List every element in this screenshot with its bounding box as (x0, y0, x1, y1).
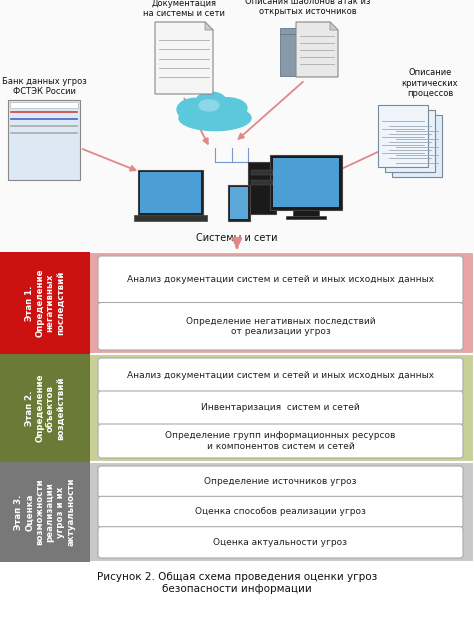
Bar (385, 110, 435, 172)
Bar (273, 158, 339, 207)
Bar (228, 185, 250, 221)
Bar (270, 155, 342, 210)
Text: Анализ документации систем и сетей и иных исходных данных: Анализ документации систем и сетей и ины… (127, 275, 434, 284)
Bar (8, 100, 80, 180)
Text: Инвентаризация  систем и сетей: Инвентаризация систем и сетей (201, 403, 360, 413)
FancyBboxPatch shape (98, 358, 463, 392)
Text: Этап 1.
Определение
негативных
последствий: Этап 1. Определение негативных последств… (25, 269, 65, 337)
Bar (0, 354, 474, 462)
Bar (0, 252, 474, 354)
Text: Определение источников угроз: Определение источников угроз (204, 477, 357, 486)
FancyBboxPatch shape (98, 302, 463, 350)
FancyBboxPatch shape (98, 496, 463, 527)
Bar (0, 354, 90, 462)
Polygon shape (296, 22, 338, 77)
Ellipse shape (196, 92, 226, 110)
Text: Описания шаблонов атак из
открытых источников: Описания шаблонов атак из открытых источ… (246, 0, 371, 16)
Polygon shape (155, 22, 213, 94)
Polygon shape (330, 22, 338, 30)
Text: Рисунок 2. Общая схема проведения оценки угроз
безопасности информации: Рисунок 2. Общая схема проведения оценки… (97, 572, 377, 593)
Text: Этап 2.
Определение
объектов
воздействий: Этап 2. Определение объектов воздействий (25, 374, 65, 443)
Polygon shape (205, 22, 213, 30)
FancyBboxPatch shape (98, 391, 463, 425)
FancyBboxPatch shape (98, 466, 463, 497)
Bar (286, 216, 326, 219)
Bar (251, 170, 273, 175)
Bar (392, 115, 442, 177)
Bar (138, 170, 203, 215)
Text: Документация
на системы и сети: Документация на системы и сети (143, 0, 225, 18)
FancyBboxPatch shape (98, 256, 463, 304)
Bar (0, 0, 474, 252)
Text: Анализ документации систем и сетей и иных исходных данных: Анализ документации систем и сетей и ины… (127, 370, 434, 380)
Bar (280, 28, 303, 34)
Ellipse shape (207, 98, 247, 119)
Bar (140, 172, 201, 213)
Text: Определение негативных последствий
от реализации угроз: Определение негативных последствий от ре… (186, 316, 375, 336)
FancyBboxPatch shape (98, 424, 463, 458)
Bar (293, 210, 319, 216)
Bar (280, 34, 332, 76)
Bar (378, 105, 428, 167)
Bar (230, 187, 248, 219)
Bar (0, 252, 90, 354)
Text: Оценка актуальности угроз: Оценка актуальности угроз (213, 538, 347, 547)
Text: Оценка способов реализации угроз: Оценка способов реализации угроз (195, 507, 366, 517)
Text: Этап 3.
Оценка
возможности
реализации
угроз и их
актуальности: Этап 3. Оценка возможности реализации уг… (15, 478, 75, 547)
Ellipse shape (199, 100, 219, 111)
Bar (248, 162, 276, 214)
FancyBboxPatch shape (98, 527, 463, 558)
Ellipse shape (177, 98, 213, 121)
Text: Описание
критических
процессов: Описание критических процессов (401, 68, 458, 98)
Bar (10, 102, 78, 108)
Ellipse shape (179, 105, 251, 131)
Text: Системы и сети: Системы и сети (196, 233, 278, 243)
Bar (0, 462, 90, 562)
Text: Определение групп информационных ресурсов
и компонентов систем и сетей: Определение групп информационных ресурсо… (165, 431, 396, 451)
Bar (0, 462, 474, 562)
Bar (251, 180, 273, 185)
Text: Банк данных угроз
ФСТЭК России: Банк данных угроз ФСТЭК России (1, 77, 86, 96)
Bar (134, 215, 207, 221)
